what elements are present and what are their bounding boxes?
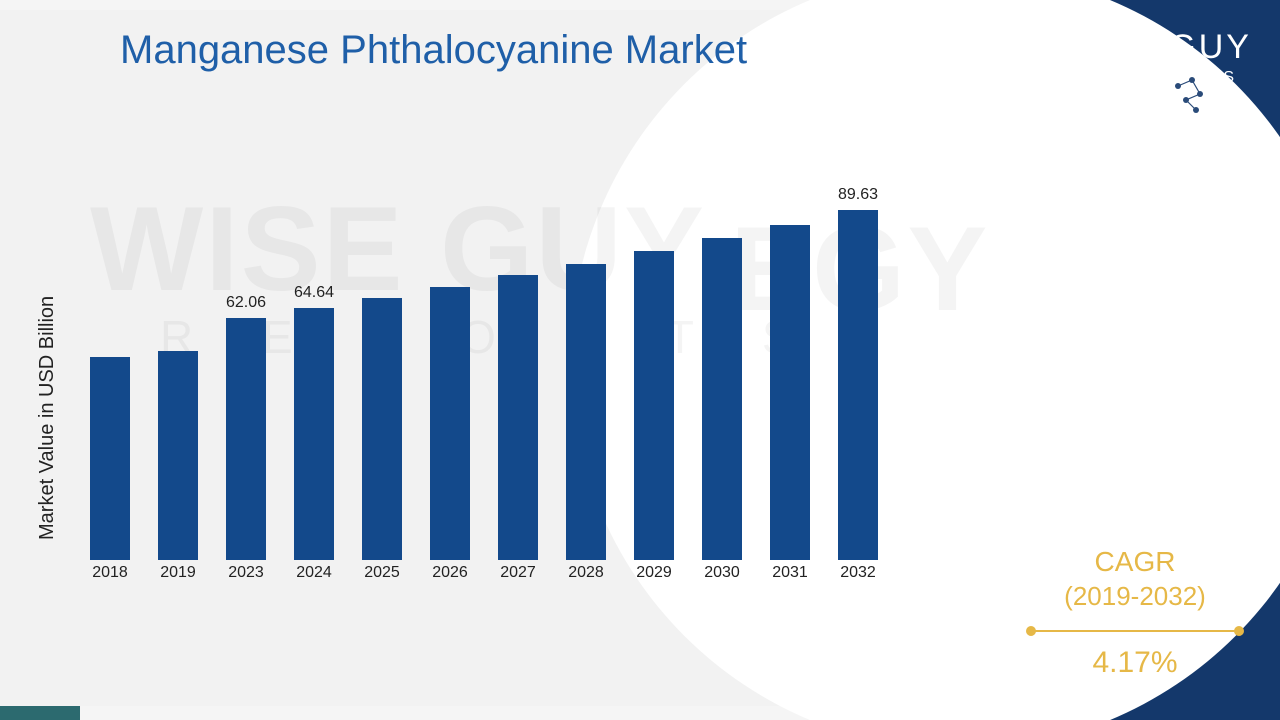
bar (770, 225, 810, 560)
x-tick-label: 2032 (828, 564, 888, 582)
cagr-divider (1028, 630, 1242, 632)
x-tick-label: 2028 (556, 564, 616, 582)
cagr-value: 4.17% (1020, 646, 1250, 680)
bar (498, 275, 538, 560)
x-tick-label: 2030 (692, 564, 752, 582)
x-tick-label: 2027 (488, 564, 548, 582)
x-tick-label: 2019 (148, 564, 208, 582)
bar (362, 298, 402, 560)
cagr-range: (2019-2032) (1020, 580, 1250, 614)
bar (294, 308, 334, 560)
bar-value-label: 64.64 (284, 284, 344, 302)
bars-container: 62.06 64.64 89.63 (90, 170, 910, 560)
brand-logo: WISE GUY REPORTS (1058, 28, 1252, 87)
bar-value-label: 89.63 (828, 186, 888, 204)
bar (90, 357, 130, 560)
cagr-box: CAGR (2019-2032) 4.17% (1020, 544, 1250, 680)
bar (158, 351, 198, 560)
brand-head-icon (1148, 58, 1228, 148)
bar (838, 210, 878, 560)
chart-area: 62.06 64.64 89.63 (90, 170, 910, 560)
bar (566, 264, 606, 560)
chart-title: Manganese Phthalocyanine Market (120, 28, 747, 73)
bar-value-label: 62.06 (216, 294, 276, 312)
x-tick-label: 2026 (420, 564, 480, 582)
bar (226, 318, 266, 560)
x-tick-label: 2024 (284, 564, 344, 582)
cagr-title: CAGR (1020, 544, 1250, 580)
x-tick-label: 2031 (760, 564, 820, 582)
x-tick-label: 2018 (80, 564, 140, 582)
bar (430, 287, 470, 560)
x-tick-label: 2025 (352, 564, 412, 582)
x-tick-label: 2029 (624, 564, 684, 582)
bottom-accent-bar (0, 706, 80, 720)
bar (634, 251, 674, 560)
x-axis-labels: 2018201920232024202520262027202820292030… (90, 564, 910, 588)
y-axis-label: Market Value in USD Billion (36, 296, 59, 540)
x-tick-label: 2023 (216, 564, 276, 582)
bar (702, 238, 742, 560)
